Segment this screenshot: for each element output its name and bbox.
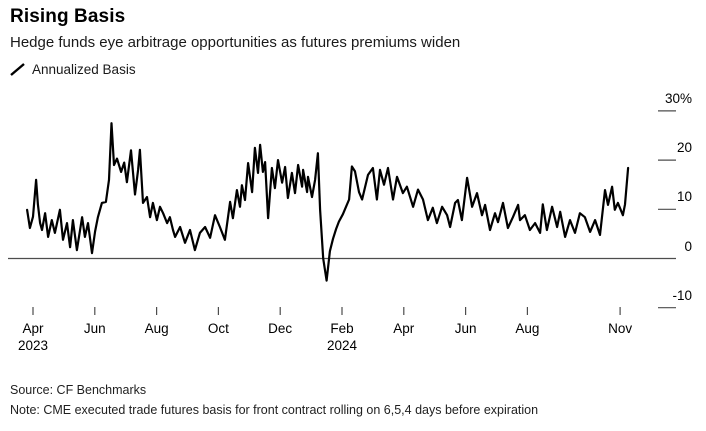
y-axis-label: 10 — [676, 189, 692, 205]
x-axis-label: Oct — [207, 321, 229, 336]
x-axis-year-label: 2024 — [326, 338, 358, 353]
chart-canvas — [8, 110, 676, 315]
legend: Annualized Basis — [10, 62, 136, 77]
annualized-basis-line — [26, 122, 630, 282]
x-axis-label: Apr — [393, 321, 415, 336]
y-axis-label: 20 — [676, 140, 692, 156]
y-axis-label: 30% — [664, 90, 692, 106]
chart-subtitle: Hedge funds eye arbitrage opportunities … — [10, 34, 461, 51]
x-axis-label: Jun — [83, 321, 106, 336]
x-axis-label: Aug — [144, 321, 169, 336]
x-axis-label: Jun — [454, 321, 477, 336]
y-axis-label: -10 — [672, 287, 692, 303]
line-series-marker-icon — [10, 63, 25, 76]
chart-footer: Source: CF Benchmarks Note: CME executed… — [10, 380, 538, 420]
x-axis-label: Aug — [515, 321, 540, 336]
x-axis-label: Feb — [330, 321, 354, 336]
x-axis-label: Apr — [22, 321, 44, 336]
y-axis-label: 0 — [684, 238, 692, 254]
legend-label: Annualized Basis — [32, 62, 136, 77]
x-axis-year-label: 2023 — [17, 338, 49, 353]
methodology-note: Note: CME executed trade futures basis f… — [10, 403, 539, 417]
basis-line-chart: 30% 20 10 0 -10 Apr 2023 Jun Aug Oct Dec Feb 2024 Apr… — [0, 85, 706, 375]
x-axis-label: Dec — [268, 321, 293, 336]
source-note: Source: CF Benchmarks — [10, 383, 147, 397]
x-axis-label: Nov — [608, 321, 633, 336]
chart-title: Rising Basis — [10, 6, 126, 27]
